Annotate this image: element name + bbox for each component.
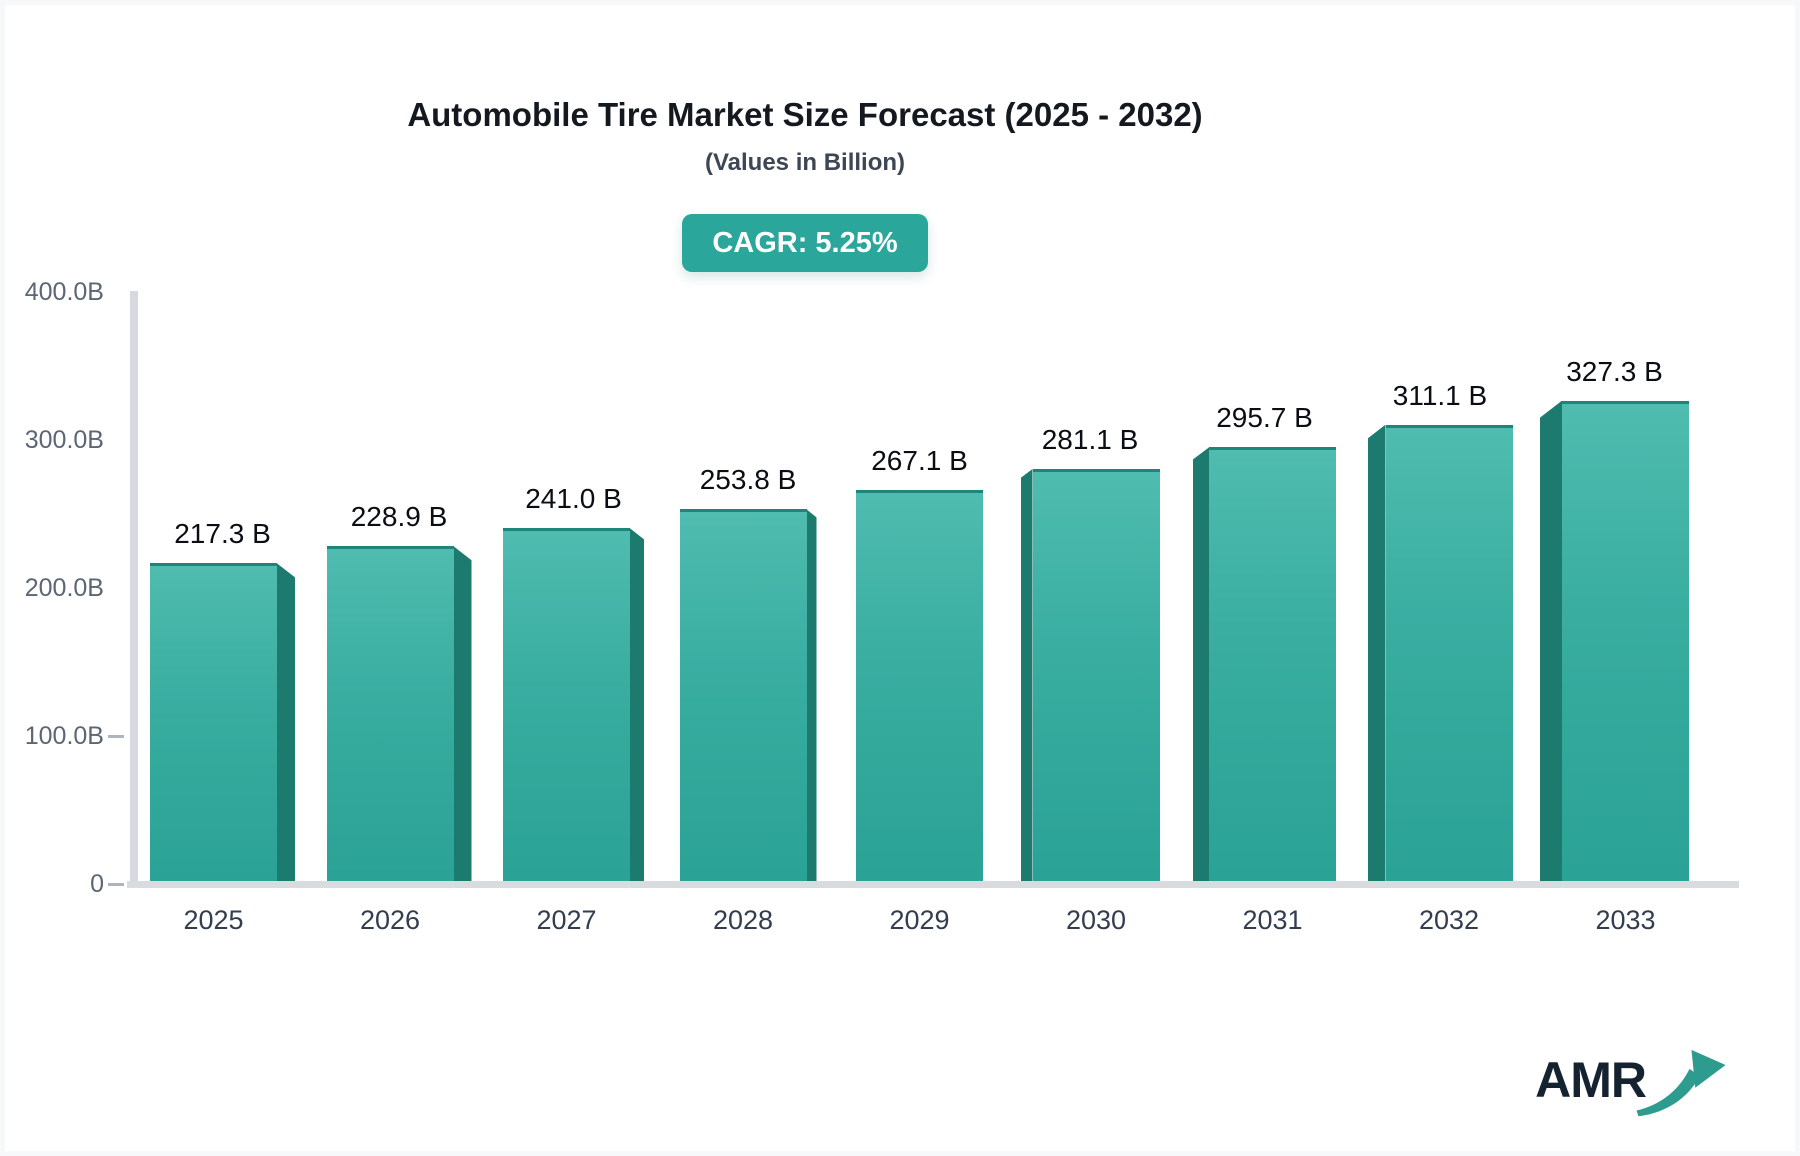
bar-value-label: 311.1 B xyxy=(1392,379,1488,411)
bar-2030 xyxy=(1020,468,1160,881)
x-tick-label: 2032 xyxy=(1418,905,1480,935)
bar-face xyxy=(1562,400,1689,881)
y-tick-label: 200.0B xyxy=(24,574,104,602)
y-tick-mark xyxy=(108,735,124,738)
bar-3d-side xyxy=(1193,447,1209,881)
bar-2029 xyxy=(856,489,983,881)
bar-value-label: 228.9 B xyxy=(350,501,448,533)
y-tick-mark xyxy=(108,883,124,886)
bar-face xyxy=(503,528,630,881)
bar-2028 xyxy=(679,509,817,881)
x-tick-label: 2033 xyxy=(1595,905,1656,935)
bar-face xyxy=(150,563,277,881)
bar-value-label: 267.1 B xyxy=(871,444,968,476)
x-tick-label: 2025 xyxy=(183,905,244,935)
bar-value-label: 253.8 B xyxy=(699,464,797,496)
page-frame-left xyxy=(0,0,5,1156)
x-tick-label: 2027 xyxy=(536,905,597,935)
bar-3d-side xyxy=(277,563,295,881)
bar-2025 xyxy=(150,563,295,881)
x-axis-line xyxy=(127,881,1739,888)
amr-logo: AMR xyxy=(1535,1044,1730,1117)
y-axis-line xyxy=(130,291,138,881)
y-tick-label: 400.0B xyxy=(24,278,104,306)
bar-face xyxy=(679,509,807,881)
chart-header: Automobile Tire Market Size Forecast (20… xyxy=(0,96,1610,272)
page-frame-bottom xyxy=(0,1151,1800,1156)
bar-2033 xyxy=(1540,400,1689,881)
bar-3d-side xyxy=(1540,400,1562,881)
bar-3d-side xyxy=(630,528,644,881)
bar-face xyxy=(856,489,983,881)
bar-3d-side xyxy=(453,546,472,881)
x-tick-label: 2029 xyxy=(889,905,950,935)
bar-value-label: 217.3 B xyxy=(174,518,271,550)
bar-value-label: 241.0 B xyxy=(525,483,622,515)
cagr-badge: CAGR: 5.25% xyxy=(682,214,928,272)
bar-3d-side xyxy=(1020,468,1033,881)
y-tick-label: 300.0B xyxy=(24,426,104,454)
bar-3d-side xyxy=(1367,424,1386,881)
x-tick-label: 2028 xyxy=(712,905,774,935)
bar-face xyxy=(1385,424,1513,881)
y-tick-label: 100.0B xyxy=(24,722,104,750)
x-tick-label: 2030 xyxy=(1065,905,1127,935)
growth-arrow-icon xyxy=(1636,1049,1726,1117)
bar-value-label: 295.7 B xyxy=(1216,402,1313,434)
bar-value-label: 327.3 B xyxy=(1566,355,1663,387)
bar-3d-side xyxy=(806,509,817,881)
x-tick-label: 2026 xyxy=(359,905,421,935)
bar-2031 xyxy=(1193,447,1336,881)
y-tick-label: 0 xyxy=(90,870,104,898)
bar-2026 xyxy=(326,546,472,881)
bar-value-label: 281.1 B xyxy=(1041,423,1139,455)
bar-face xyxy=(326,546,454,881)
chart-title: Automobile Tire Market Size Forecast (20… xyxy=(407,96,1203,133)
bar-2032 xyxy=(1367,424,1513,881)
x-tick-label: 2031 xyxy=(1242,905,1303,935)
amr-logo-text: AMR xyxy=(1535,1052,1647,1108)
bar-2027 xyxy=(503,528,644,881)
bar-face xyxy=(1032,468,1160,881)
page-frame-right xyxy=(1795,0,1800,1156)
chart-subtitle: (Values in Billion) xyxy=(704,149,906,176)
bar-face xyxy=(1209,447,1336,881)
page-frame-top xyxy=(0,0,1800,5)
